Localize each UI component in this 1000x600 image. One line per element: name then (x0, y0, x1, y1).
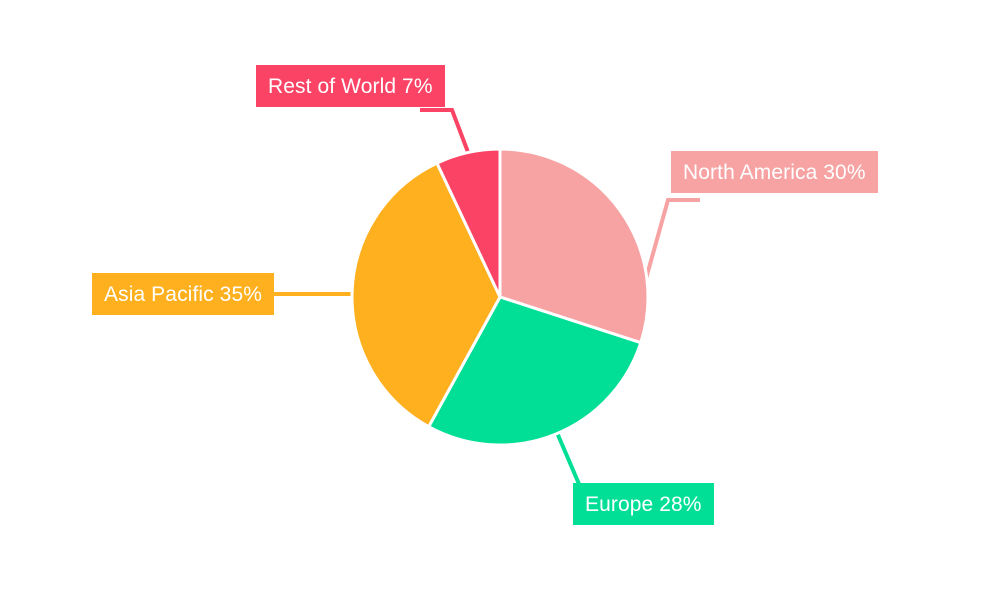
pie-label-rest-of-world-text: Rest of World 7% (268, 74, 433, 98)
pie-slice-north-america[interactable] (498, 147, 650, 345)
leader-line-rest-of-world (420, 108, 476, 169)
pie-label-asia-pacific-text: Asia Pacific 35% (104, 282, 263, 306)
pie-slice-asia-pacific[interactable] (350, 161, 502, 429)
pie-label-asia-pacific: Asia Pacific 35% (92, 273, 275, 315)
pie-slice-rest-of-world[interactable] (434, 147, 502, 298)
pie-label-north-america: North America 30% (671, 151, 878, 193)
pie-label-rest-of-world: Rest of World 7% (256, 65, 445, 107)
pie-label-europe: Europe 28% (573, 483, 714, 525)
pie-slice-group (350, 147, 650, 447)
pie-slice-europe[interactable] (426, 295, 643, 447)
pie-label-europe-text: Europe 28% (585, 492, 702, 516)
pie-label-north-america-text: North America 30% (683, 160, 866, 184)
